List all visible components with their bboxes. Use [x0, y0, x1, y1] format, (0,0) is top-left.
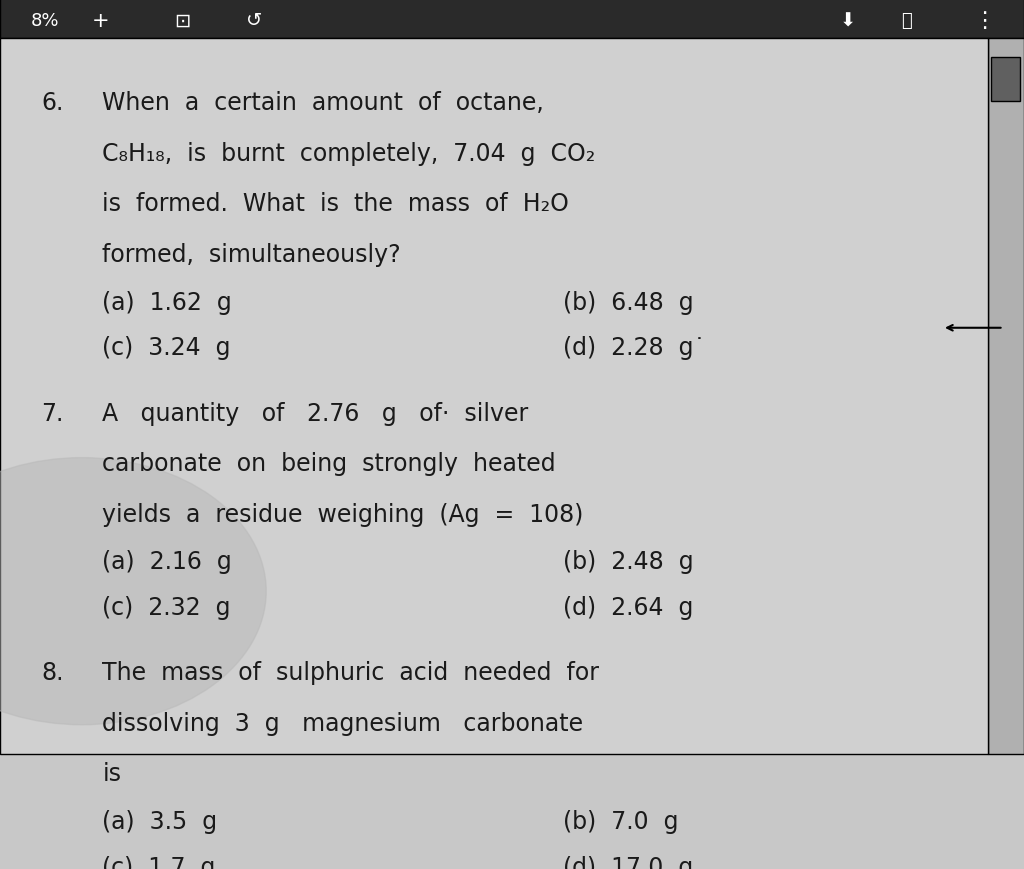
Text: +: + [92, 10, 110, 30]
Text: (b)  2.48  g: (b) 2.48 g [563, 550, 694, 574]
Text: carbonate  on  being  strongly  heated: carbonate on being strongly heated [102, 452, 556, 475]
Text: 8%: 8% [31, 12, 59, 30]
Text: (c)  3.24  g: (c) 3.24 g [102, 335, 230, 360]
FancyBboxPatch shape [0, 39, 988, 754]
Text: (a)  1.62  g: (a) 1.62 g [102, 290, 232, 315]
Text: (b)  7.0  g: (b) 7.0 g [563, 809, 679, 833]
Text: The  mass  of  sulphuric  acid  needed  for: The mass of sulphuric acid needed for [102, 660, 599, 685]
Text: C₈H₁₈,  is  burnt  completely,  7.04  g  CO₂: C₈H₁₈, is burnt completely, 7.04 g CO₂ [102, 142, 596, 166]
FancyBboxPatch shape [31, 41, 594, 54]
Text: is: is [102, 761, 122, 786]
FancyBboxPatch shape [991, 58, 1020, 103]
Text: (d)  2.64  g: (d) 2.64 g [563, 595, 693, 620]
Text: ⬇: ⬇ [840, 11, 856, 30]
Text: formed,  simultaneously?: formed, simultaneously? [102, 242, 401, 267]
FancyBboxPatch shape [988, 39, 1024, 754]
Text: 8.: 8. [41, 660, 63, 685]
Circle shape [0, 458, 266, 725]
Text: 🖨: 🖨 [901, 12, 911, 30]
FancyBboxPatch shape [0, 0, 1024, 39]
Text: A   quantity   of   2.76   g   of·  silver: A quantity of 2.76 g of· silver [102, 401, 528, 425]
Text: (d)  2.28  g˙: (d) 2.28 g˙ [563, 335, 706, 360]
Text: 7.: 7. [41, 401, 63, 425]
Text: (a)  3.5  g: (a) 3.5 g [102, 809, 217, 833]
Text: When  a  certain  amount  of  octane,: When a certain amount of octane, [102, 91, 544, 116]
Text: (b)  6.48  g: (b) 6.48 g [563, 290, 694, 315]
Text: ↺: ↺ [246, 11, 262, 30]
Text: 6.: 6. [41, 91, 63, 116]
Text: is  formed.  What  is  the  mass  of  H₂O: is formed. What is the mass of H₂O [102, 192, 569, 216]
Text: (d)  17.0  g: (d) 17.0 g [563, 855, 693, 869]
Text: dissolving  3  g   magnesium   carbonate: dissolving 3 g magnesium carbonate [102, 711, 584, 735]
Text: yields  a  residue  weighing  (Ag  =  108): yields a residue weighing (Ag = 108) [102, 502, 584, 526]
Text: (c)  1.7  g: (c) 1.7 g [102, 855, 216, 869]
Text: ⊡: ⊡ [174, 11, 190, 30]
Text: (c)  2.32  g: (c) 2.32 g [102, 595, 230, 620]
Text: ⋮: ⋮ [973, 10, 995, 30]
Text: (a)  2.16  g: (a) 2.16 g [102, 550, 232, 574]
